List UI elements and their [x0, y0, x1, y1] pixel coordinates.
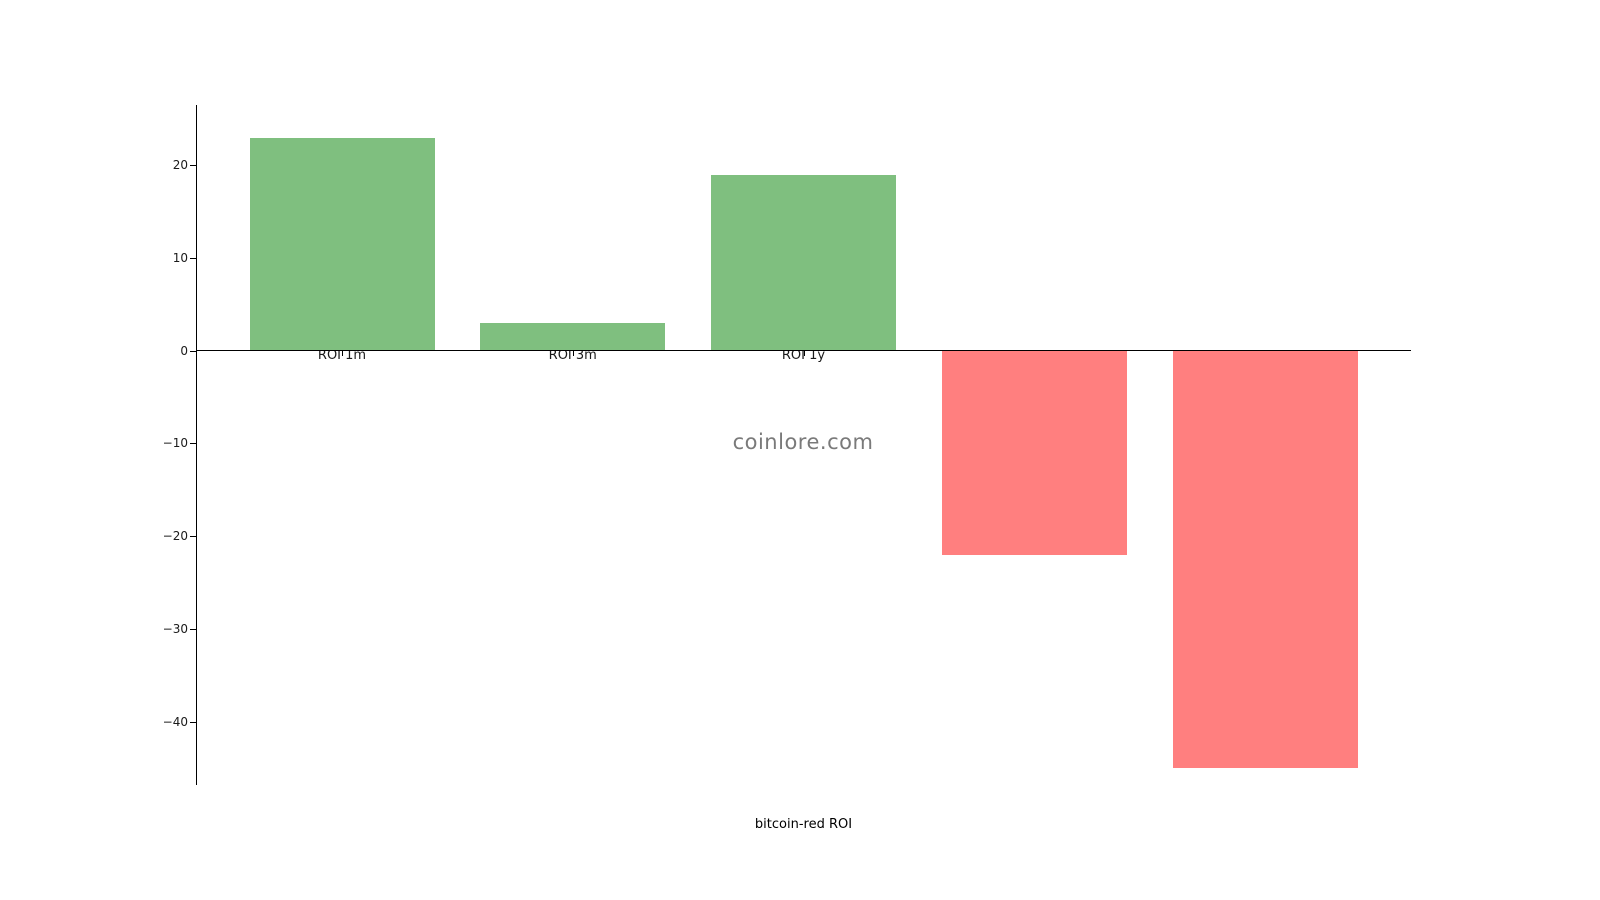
x-tick-label: ROI 3m — [548, 348, 597, 363]
y-tick-label: −20 — [162, 529, 188, 543]
bar — [941, 351, 1127, 556]
y-tick-label: −30 — [162, 621, 188, 636]
y-tick-mark — [190, 165, 196, 166]
y-tick-label: −40 — [162, 714, 188, 729]
x-tick-label: ROI 1m — [317, 348, 367, 363]
bar — [711, 174, 896, 351]
x-tick-mark — [572, 351, 574, 356]
y-tick-mark — [190, 350, 196, 352]
bar — [1172, 351, 1358, 769]
chart-title: bitcoin-red ROI — [754, 817, 853, 832]
y-tick-mark — [190, 443, 196, 445]
y-tick-label: 10 — [172, 250, 188, 265]
y-tick-mark — [190, 257, 196, 259]
y-tick-label: −10 — [162, 436, 188, 451]
x-axis-line — [196, 350, 1411, 351]
watermark: coinlore.com — [732, 430, 874, 454]
x-tick-mark — [342, 351, 343, 356]
y-tick-mark — [190, 628, 196, 630]
x-tick-mark — [803, 351, 805, 356]
y-axis-spine — [196, 105, 197, 785]
x-tick-label: ROI 1y — [781, 348, 826, 363]
bar — [480, 323, 666, 351]
y-tick-label: 0 — [180, 343, 188, 358]
y-tick-mark — [190, 536, 196, 537]
y-tick-label: 20 — [172, 158, 188, 172]
y-tick-mark — [190, 721, 196, 723]
bar — [249, 137, 435, 351]
